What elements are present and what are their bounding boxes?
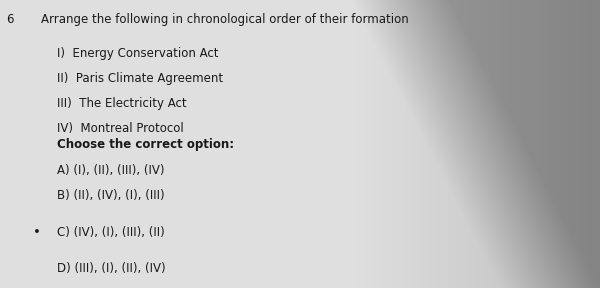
Text: A) (I), (II), (III), (IV): A) (I), (II), (III), (IV) (57, 164, 164, 177)
Text: 6: 6 (6, 13, 14, 26)
Text: D) (III), (I), (II), (IV): D) (III), (I), (II), (IV) (57, 262, 166, 275)
Text: Choose the correct option:: Choose the correct option: (57, 138, 234, 151)
Text: B) (II), (IV), (I), (III): B) (II), (IV), (I), (III) (57, 189, 164, 202)
Text: I)  Energy Conservation Act: I) Energy Conservation Act (57, 47, 218, 60)
Text: •: • (33, 226, 41, 239)
Text: Arrange the following in chronological order of their formation: Arrange the following in chronological o… (41, 13, 409, 26)
Text: C) (IV), (I), (III), (II): C) (IV), (I), (III), (II) (57, 226, 165, 239)
Text: III)  The Electricity Act: III) The Electricity Act (57, 97, 187, 110)
Text: II)  Paris Climate Agreement: II) Paris Climate Agreement (57, 72, 223, 85)
Text: IV)  Montreal Protocol: IV) Montreal Protocol (57, 122, 184, 135)
